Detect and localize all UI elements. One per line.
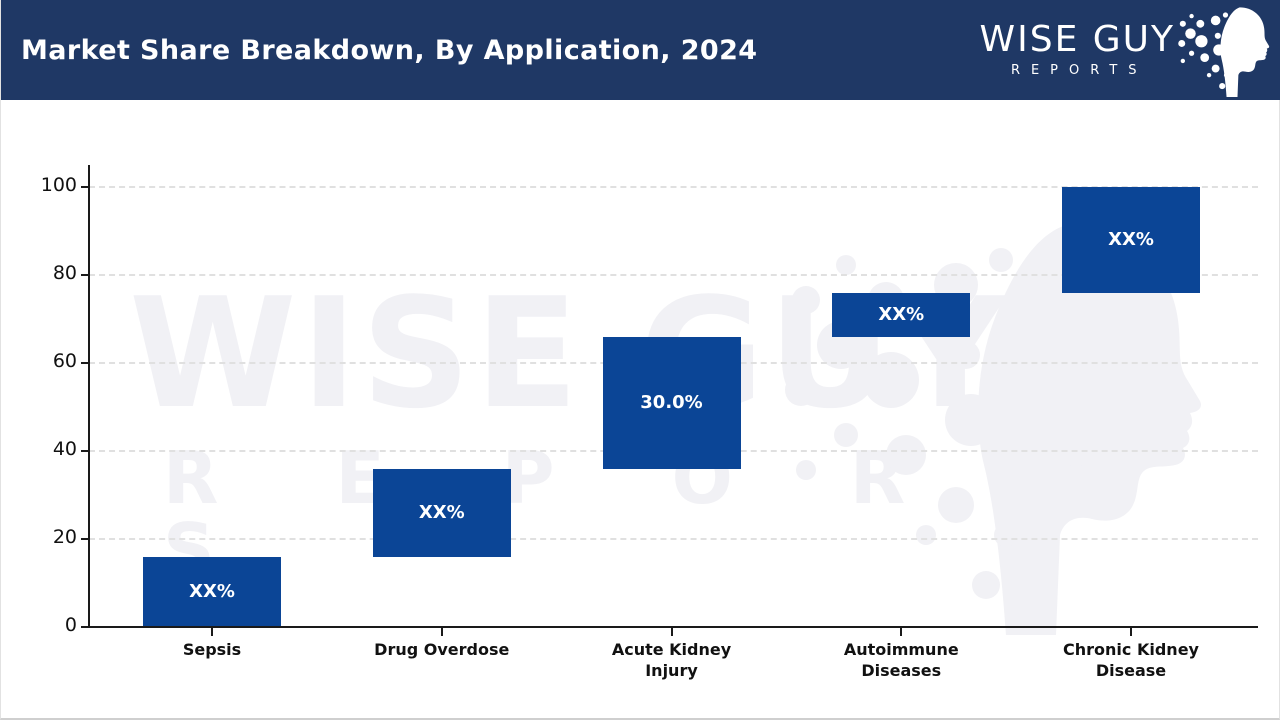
y-tick-label: 60 [52, 350, 77, 372]
y-tick-mark [81, 186, 89, 188]
wiseguy-logo-reports: REPORTS [1010, 63, 1148, 78]
y-tick-mark [81, 626, 89, 628]
bar: XX% [1062, 187, 1200, 293]
bar-value-label: XX% [878, 304, 925, 326]
bar-value-label: XX% [1108, 229, 1154, 251]
y-tick-label: 0 [64, 614, 77, 636]
y-tick-label: 80 [52, 262, 77, 284]
y-tick-mark [81, 450, 89, 452]
wiseguy-logo-face-icon [1178, 7, 1270, 97]
y-axis-spine [88, 165, 90, 627]
gridline [89, 274, 1258, 276]
header-bar: Market Share Breakdown, By Application, … [1, 0, 1280, 100]
wiseguy-logo-text: WISE GUY REPORTS [979, 19, 1176, 79]
chart-title: Market Share Breakdown, By Application, … [21, 34, 758, 66]
bar-value-label: XX% [189, 581, 235, 603]
x-axis-spine [88, 626, 1258, 628]
y-tick-label: 100 [40, 174, 77, 196]
x-tick-mark [670, 628, 673, 636]
bar: XX% [832, 292, 971, 337]
x-tick-mark [1130, 628, 1132, 636]
wiseguy-logo: WISE GUY REPORTS [980, 3, 1272, 97]
gridline [89, 186, 1258, 188]
bar-value-label: XX% [418, 502, 465, 524]
x-category-label: Sepsis [182, 640, 242, 659]
wiseguy-logo-name: WISE GUY [979, 19, 1175, 60]
bar: XX% [372, 468, 511, 557]
y-tick-label: 20 [52, 526, 77, 548]
x-category-label: Autoimmune Diseases [843, 640, 959, 680]
bar: XX% [143, 556, 281, 627]
y-tick-mark [81, 538, 89, 540]
x-tick-mark [900, 628, 903, 636]
bar: 30.0% [602, 336, 741, 469]
x-category-label: Chronic Kidney Disease [1063, 640, 1199, 680]
y-tick-mark [81, 274, 89, 276]
y-tick-mark [81, 362, 89, 364]
bar-value-label: 30.0% [640, 392, 703, 414]
y-tick-label: 40 [52, 438, 77, 460]
gridline [89, 538, 1258, 540]
x-category-label: Acute Kidney Injury [611, 640, 732, 680]
x-category-label: Drug Overdose [374, 640, 510, 659]
x-tick-mark [440, 628, 443, 636]
x-tick-mark [211, 628, 213, 636]
